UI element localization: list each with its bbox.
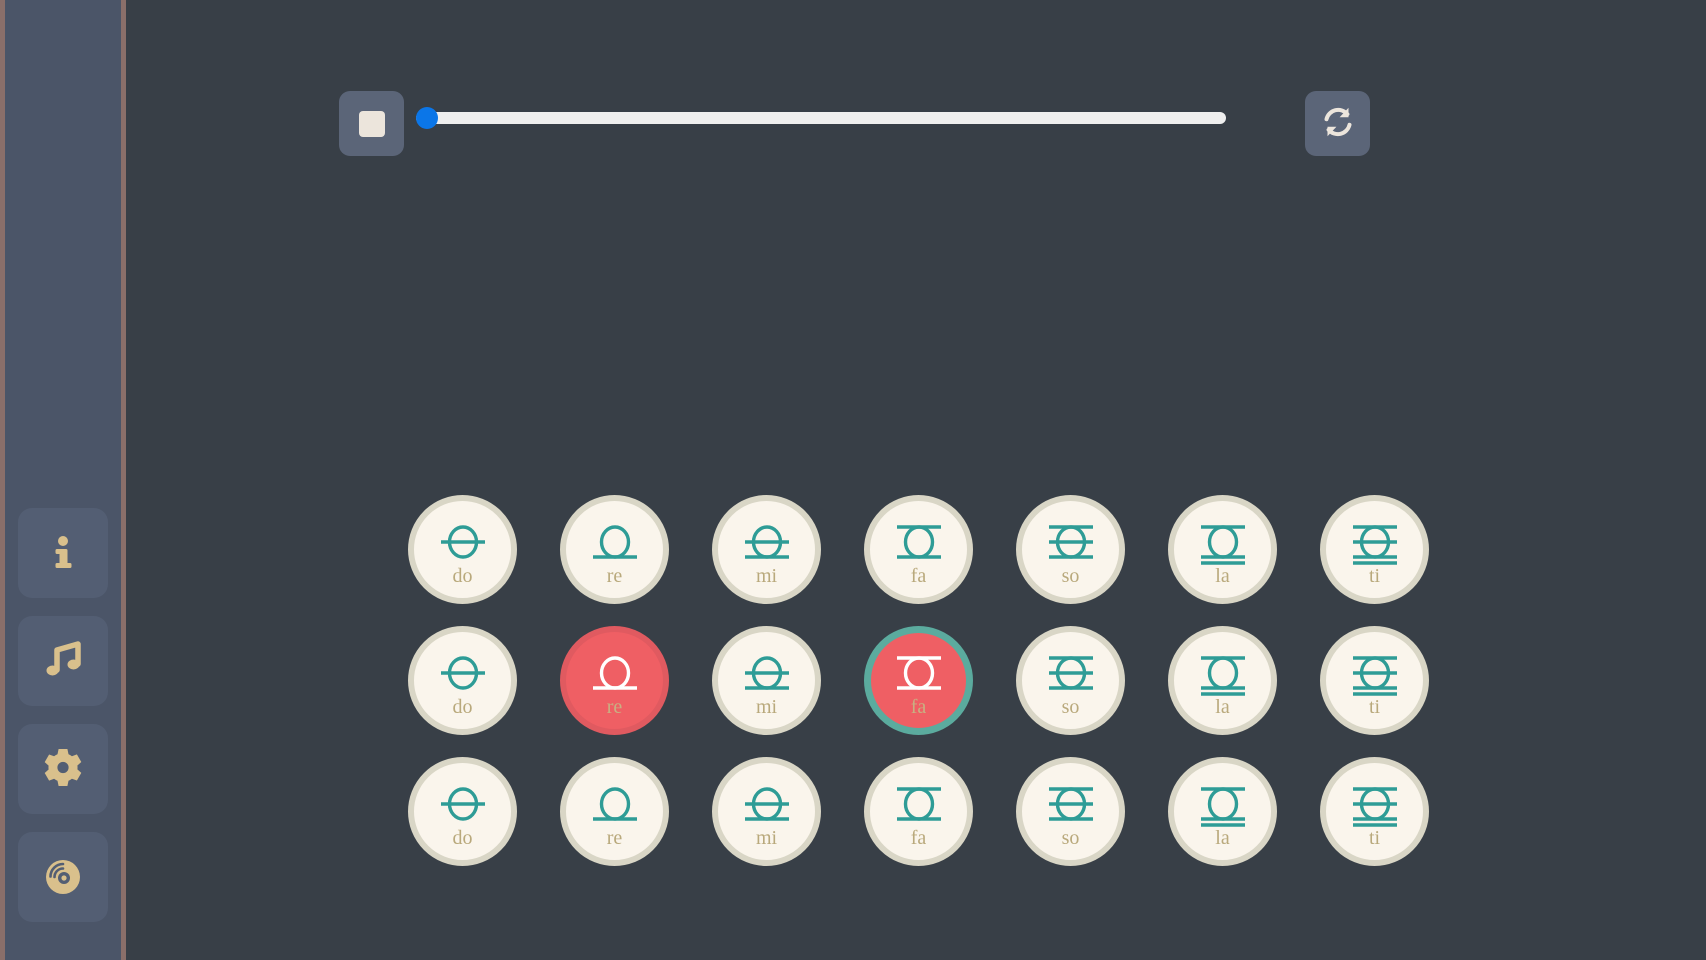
note-button-lower-mi[interactable]: mi: [712, 757, 821, 866]
solfege-glyph-mi: [739, 513, 795, 569]
note-button-middle-fa[interactable]: fa: [864, 626, 973, 735]
note-label: fa: [910, 696, 927, 718]
solfege-glyph-so: [1043, 644, 1099, 700]
note-button-middle-la[interactable]: la: [1168, 626, 1277, 735]
solfege-glyph-ti: [1347, 513, 1403, 569]
slider-thumb[interactable]: [416, 107, 438, 129]
solfege-glyph-re: [587, 513, 643, 569]
note-button-upper-re[interactable]: re: [560, 495, 669, 604]
solfege-glyph-fa: [891, 775, 947, 831]
sidebar-item-music[interactable]: [18, 616, 108, 706]
note-label: so: [1061, 565, 1080, 587]
note-label: ti: [1368, 696, 1381, 718]
note-button-middle-so[interactable]: so: [1016, 626, 1125, 735]
note-label: do: [452, 565, 473, 587]
note-button-lower-re[interactable]: re: [560, 757, 669, 866]
note-label: mi: [755, 696, 778, 718]
solfege-glyph-la: [1195, 775, 1251, 831]
solfege-glyph-la: [1195, 644, 1251, 700]
refresh-icon: [1321, 105, 1355, 142]
note-button-lower-do[interactable]: do: [408, 757, 517, 866]
note-label: mi: [755, 565, 778, 587]
solfege-glyph-do: [435, 644, 491, 700]
note-button-upper-so[interactable]: so: [1016, 495, 1125, 604]
note-button-middle-ti[interactable]: ti: [1320, 626, 1429, 735]
note-row-upper: do re mi fa so la ti: [408, 495, 1429, 604]
refresh-button[interactable]: [1305, 91, 1370, 156]
solfege-glyph-la: [1195, 513, 1251, 569]
note-label: ti: [1368, 565, 1381, 587]
note-button-middle-re[interactable]: re: [560, 626, 669, 735]
note-label: re: [606, 565, 623, 587]
top-toolbar: [126, 0, 1706, 240]
slider-track[interactable]: [416, 112, 1226, 124]
note-label: fa: [910, 827, 927, 849]
solfege-glyph-so: [1043, 775, 1099, 831]
sidebar: [0, 0, 126, 960]
note-row-lower: do re mi fa so la ti: [408, 757, 1429, 866]
note-button-upper-do[interactable]: do: [408, 495, 517, 604]
note-label: re: [606, 827, 623, 849]
note-row-middle: do re mi fa so la ti: [408, 626, 1429, 735]
note-button-lower-la[interactable]: la: [1168, 757, 1277, 866]
solfege-glyph-re: [587, 644, 643, 700]
solfege-glyph-re: [587, 775, 643, 831]
note-label: fa: [910, 565, 927, 587]
vinyl-record-icon: [40, 854, 86, 900]
note-label: do: [452, 696, 473, 718]
note-label: la: [1215, 696, 1230, 718]
note-button-lower-fa[interactable]: fa: [864, 757, 973, 866]
note-label: la: [1215, 565, 1230, 587]
gear-icon: [40, 746, 86, 792]
sidebar-item-record[interactable]: [18, 832, 108, 922]
solfege-glyph-fa: [891, 644, 947, 700]
note-label: re: [606, 696, 623, 718]
solfege-glyph-ti: [1347, 644, 1403, 700]
note-button-lower-so[interactable]: so: [1016, 757, 1125, 866]
solfege-glyph-mi: [739, 644, 795, 700]
music-note-icon: [40, 638, 86, 684]
note-button-upper-la[interactable]: la: [1168, 495, 1277, 604]
tempo-slider[interactable]: [416, 104, 1226, 144]
note-button-middle-do[interactable]: do: [408, 626, 517, 735]
note-label: so: [1061, 696, 1080, 718]
note-label: mi: [755, 827, 778, 849]
stop-button[interactable]: [339, 91, 404, 156]
note-label: ti: [1368, 827, 1381, 849]
note-label: do: [452, 827, 473, 849]
note-button-lower-ti[interactable]: ti: [1320, 757, 1429, 866]
note-button-upper-fa[interactable]: fa: [864, 495, 973, 604]
solfege-glyph-mi: [739, 775, 795, 831]
note-button-upper-ti[interactable]: ti: [1320, 495, 1429, 604]
sidebar-item-settings[interactable]: [18, 724, 108, 814]
info-icon: [41, 531, 85, 575]
solfege-glyph-do: [435, 513, 491, 569]
solfege-glyph-ti: [1347, 775, 1403, 831]
solfege-glyph-fa: [891, 513, 947, 569]
note-button-grid: do re mi fa so la ti do re mi fa so la ti do re mi fa so la…: [408, 495, 1429, 866]
solfege-glyph-do: [435, 775, 491, 831]
note-label: so: [1061, 827, 1080, 849]
note-label: la: [1215, 827, 1230, 849]
note-button-middle-mi[interactable]: mi: [712, 626, 821, 735]
stop-square-icon: [358, 110, 385, 137]
note-button-upper-mi[interactable]: mi: [712, 495, 821, 604]
sidebar-item-info[interactable]: [18, 508, 108, 598]
solfege-glyph-so: [1043, 513, 1099, 569]
